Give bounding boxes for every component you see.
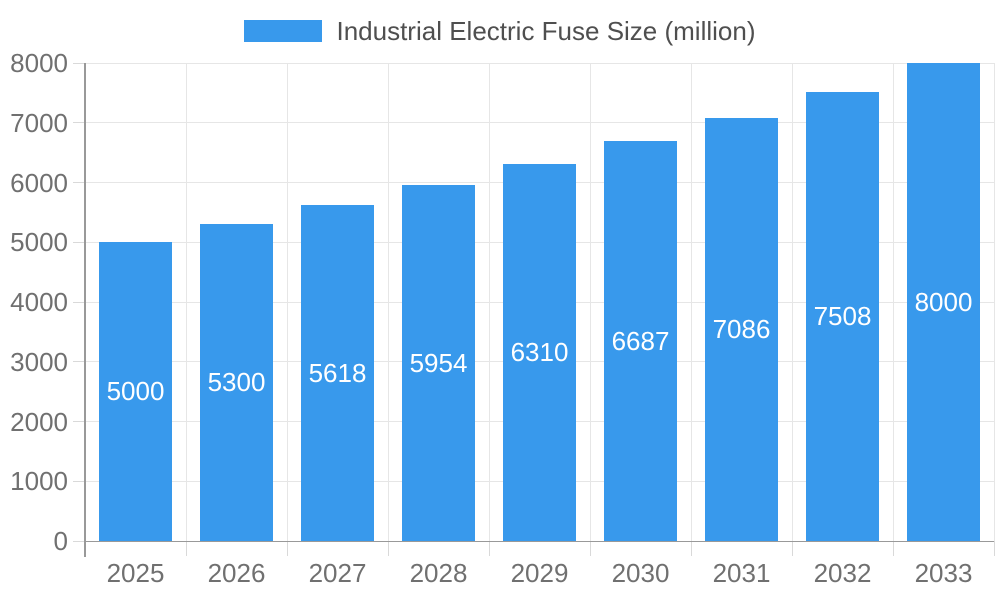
y-tick-label: 4000	[10, 287, 68, 317]
x-tick-label: 2031	[712, 558, 771, 588]
x-gridline	[387, 63, 389, 541]
bar[interactable]: 5000	[99, 242, 172, 541]
y-tick-label: 7000	[10, 107, 68, 138]
x-gridline	[892, 63, 894, 541]
bar[interactable]: 5954	[402, 185, 475, 541]
x-axis-tick	[993, 541, 995, 556]
bar-value-label: 5300	[207, 367, 266, 398]
x-axis-tick	[892, 541, 894, 556]
x-gridline	[993, 63, 995, 541]
y-axis-tick	[73, 241, 85, 243]
legend-item[interactable]: Industrial Electric Fuse Size (million)	[244, 15, 756, 47]
x-gridline	[791, 63, 793, 541]
x-axis-tick	[791, 541, 793, 556]
y-tick-label: 8000	[10, 48, 68, 78]
y-axis-tick	[73, 301, 85, 303]
bar[interactable]: 6310	[503, 163, 576, 541]
bar[interactable]: 7086	[705, 117, 778, 541]
y-axis-line	[84, 63, 86, 557]
y-tick-label: 3000	[10, 346, 68, 377]
bar-value-label: 6310	[510, 336, 569, 367]
y-gridline	[85, 62, 994, 64]
x-tick-label: 2028	[409, 558, 468, 588]
chart-legend: Industrial Electric Fuse Size (million)	[0, 13, 1000, 49]
x-axis-tick	[387, 541, 389, 556]
x-axis-tick	[488, 541, 490, 556]
x-gridline	[185, 63, 187, 541]
y-axis-tick	[73, 480, 85, 482]
bar[interactable]: 8000	[907, 63, 980, 541]
y-axis-tick	[73, 62, 85, 64]
bar-value-label: 6687	[611, 325, 670, 356]
y-axis-tick	[73, 361, 85, 363]
y-tick-label: 5000	[10, 227, 68, 258]
bar-value-label: 5000	[106, 376, 165, 407]
x-gridline	[488, 63, 490, 541]
y-axis-tick	[73, 421, 85, 422]
bar-value-label: 8000	[914, 286, 973, 317]
x-gridline	[690, 63, 692, 541]
legend-label: Industrial Electric Fuse Size (million)	[336, 15, 756, 46]
bar[interactable]: 5300	[200, 224, 273, 541]
x-gridline	[286, 63, 288, 541]
y-tick-label: 6000	[10, 167, 68, 198]
x-tick-label: 2032	[813, 558, 872, 588]
y-tick-label: 2000	[10, 406, 68, 437]
legend-swatch	[244, 20, 323, 42]
y-axis-tick	[73, 182, 85, 183]
x-axis-tick	[286, 541, 288, 556]
x-tick-label: 2033	[914, 558, 973, 588]
bar[interactable]: 5618	[301, 205, 374, 541]
x-tick-label: 2029	[510, 558, 569, 588]
bar-value-label: 5954	[409, 347, 468, 378]
x-tick-label: 2026	[207, 558, 266, 588]
bar-value-label: 7508	[813, 301, 872, 332]
y-axis-tick	[73, 540, 85, 542]
x-axis-line	[84, 540, 994, 542]
y-tick-label: 0	[53, 526, 68, 556]
x-tick-label: 2025	[106, 558, 165, 588]
y-tick-label: 1000	[10, 466, 68, 497]
bar-value-label: 5618	[308, 357, 367, 388]
x-axis-tick	[690, 541, 692, 556]
x-tick-label: 2030	[611, 558, 670, 588]
x-axis-tick	[185, 541, 187, 556]
x-tick-label: 2027	[308, 558, 367, 588]
x-gridline	[589, 63, 591, 541]
bar[interactable]: 7508	[806, 92, 879, 541]
bar[interactable]: 6687	[604, 141, 677, 541]
x-axis-tick	[589, 541, 591, 556]
y-axis-tick	[73, 122, 85, 124]
y-gridline	[85, 122, 994, 124]
bar-value-label: 7086	[712, 313, 771, 344]
